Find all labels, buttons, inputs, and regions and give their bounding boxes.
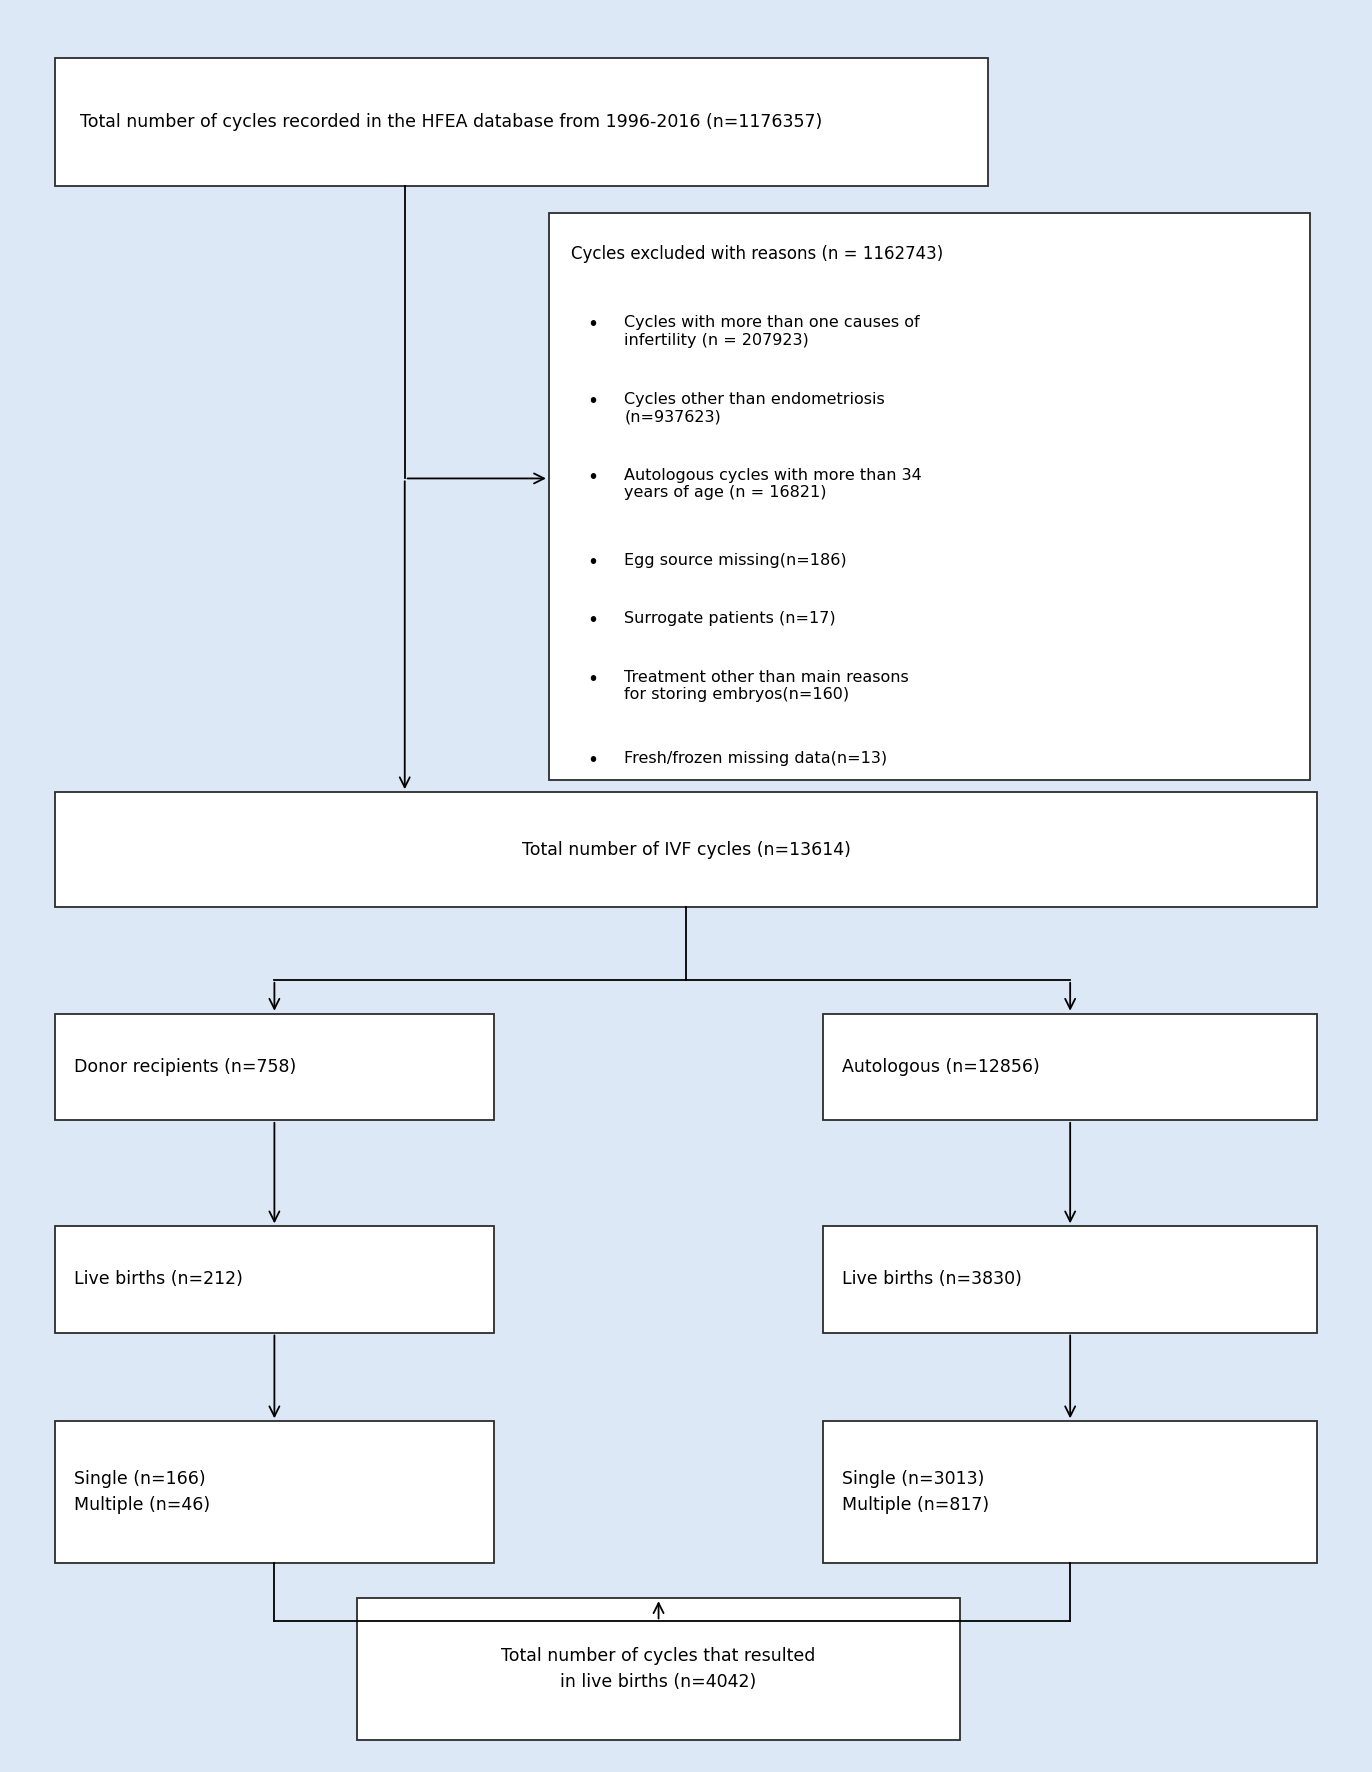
FancyBboxPatch shape — [55, 1421, 494, 1563]
Text: Cycles excluded with reasons (n = 1162743): Cycles excluded with reasons (n = 116274… — [571, 245, 943, 262]
Text: •: • — [587, 611, 598, 631]
Text: Donor recipients (n=758): Donor recipients (n=758) — [74, 1058, 296, 1076]
Text: Autologous cycles with more than 34
years of age (n = 16821): Autologous cycles with more than 34 year… — [624, 468, 922, 500]
Text: Treatment other than main reasons
for storing embryos(n=160): Treatment other than main reasons for st… — [624, 670, 910, 702]
FancyBboxPatch shape — [55, 58, 988, 186]
Text: Live births (n=212): Live births (n=212) — [74, 1271, 243, 1288]
FancyBboxPatch shape — [823, 1226, 1317, 1333]
Text: Surrogate patients (n=17): Surrogate patients (n=17) — [624, 611, 836, 626]
FancyBboxPatch shape — [357, 1598, 960, 1740]
Text: Egg source missing(n=186): Egg source missing(n=186) — [624, 553, 847, 567]
Text: •: • — [587, 392, 598, 411]
Text: Autologous (n=12856): Autologous (n=12856) — [842, 1058, 1040, 1076]
FancyBboxPatch shape — [55, 792, 1317, 907]
Text: •: • — [587, 468, 598, 487]
Text: •: • — [587, 670, 598, 689]
Text: Cycles with more than one causes of
infertility (n = 207923): Cycles with more than one causes of infe… — [624, 315, 919, 347]
Text: Total number of cycles that resulted
in live births (n=4042): Total number of cycles that resulted in … — [501, 1646, 816, 1692]
Text: Total number of IVF cycles (n=13614): Total number of IVF cycles (n=13614) — [521, 840, 851, 859]
FancyBboxPatch shape — [55, 1226, 494, 1333]
Text: •: • — [587, 553, 598, 572]
Text: Single (n=166)
Multiple (n=46): Single (n=166) Multiple (n=46) — [74, 1469, 210, 1515]
FancyBboxPatch shape — [823, 1421, 1317, 1563]
FancyBboxPatch shape — [549, 213, 1310, 780]
Text: Single (n=3013)
Multiple (n=817): Single (n=3013) Multiple (n=817) — [842, 1469, 989, 1515]
Text: Total number of cycles recorded in the HFEA database from 1996-2016 (n=1176357): Total number of cycles recorded in the H… — [80, 113, 822, 131]
Text: Cycles other than endometriosis
(n=937623): Cycles other than endometriosis (n=93762… — [624, 392, 885, 424]
Text: •: • — [587, 751, 598, 771]
Text: Fresh/frozen missing data(n=13): Fresh/frozen missing data(n=13) — [624, 751, 888, 766]
FancyBboxPatch shape — [823, 1014, 1317, 1120]
FancyBboxPatch shape — [55, 1014, 494, 1120]
Text: •: • — [587, 315, 598, 335]
Text: Live births (n=3830): Live births (n=3830) — [842, 1271, 1022, 1288]
